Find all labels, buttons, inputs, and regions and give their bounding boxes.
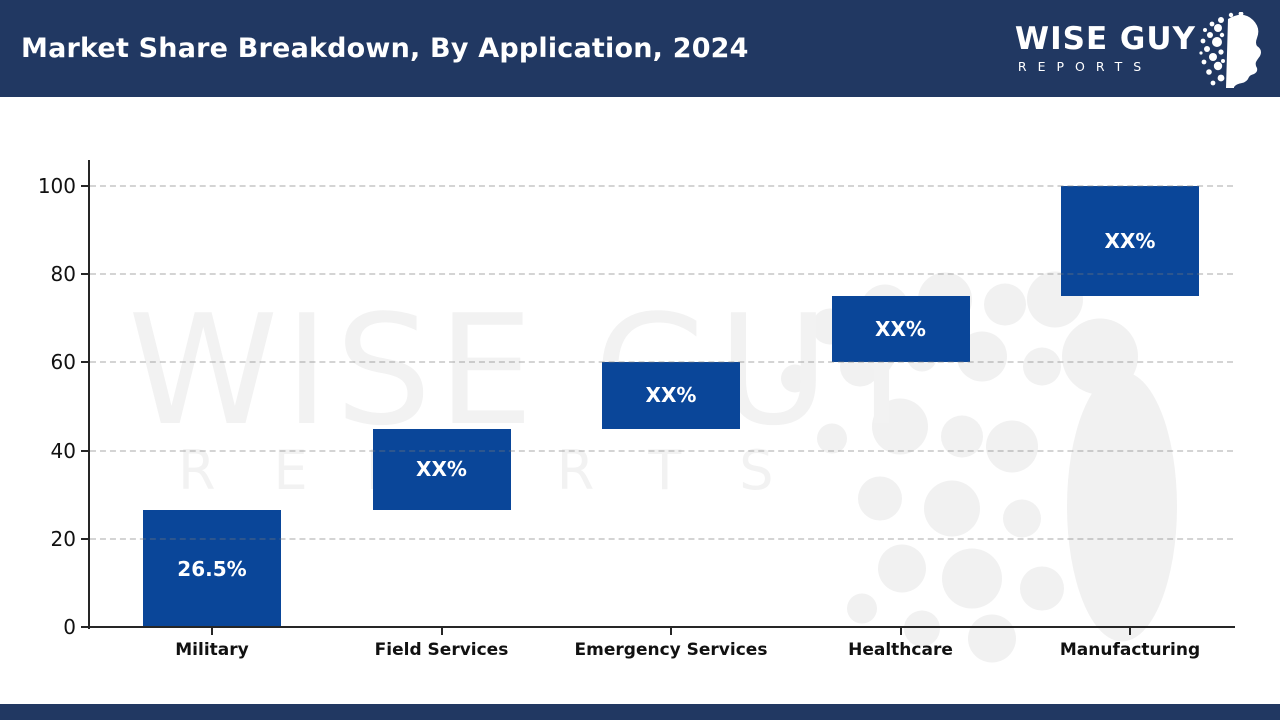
y-tick-label: 60 [50,350,76,375]
gridline [90,537,1233,540]
y-tick-mark [81,626,89,628]
bar-segment: XX% [602,362,740,429]
bar-segment: XX% [1061,186,1199,297]
y-tick-label: 80 [50,262,76,287]
y-tick-label: 100 [37,174,76,198]
bar-value-label: 26.5% [177,556,247,581]
y-tick-mark [81,185,89,187]
y-tick-mark [81,537,89,540]
chart-title: Market Share Breakdown, By Application, … [21,33,749,64]
y-tick-mark [81,361,89,364]
y-tick-mark [81,273,89,276]
wiseguy-head-icon [1199,12,1261,88]
x-category-label: Manufacturing [1059,640,1201,660]
gridline [90,273,1233,276]
x-tick-mark [899,628,902,635]
x-tick-mark [1129,628,1131,635]
bar-value-label: XX% [1104,229,1156,254]
x-axis-line [88,626,1235,628]
x-category-label: Emergency Services [574,640,768,660]
logo-reports-label: REPORTS [1017,59,1153,74]
y-tick-label: 40 [50,438,76,463]
x-category-label: Military [175,640,249,660]
footer-bar [0,704,1280,720]
bar-segment: 26.5% [143,510,281,627]
x-category-label: Healthcare [848,640,953,660]
x-category-label: Field Services [374,640,509,660]
bar-segment: XX% [831,296,970,363]
x-tick-mark [211,628,213,635]
chart-area: WISE GUY REPORTS 02040608010026.5%Milita… [0,97,1280,704]
wiseguy-logo-text: WISE GUY REPORTS [1015,24,1196,74]
x-tick-mark [440,628,443,635]
bar-segment: XX% [372,428,511,511]
bar-value-label: XX% [645,383,697,408]
bar-value-label: XX% [875,317,926,342]
y-tick-label: 0 [63,615,76,639]
gridline [90,361,1233,364]
wiseguy-logo: WISE GUY REPORTS [1015,12,1264,88]
gridline [90,449,1233,452]
y-tick-label: 20 [50,526,76,551]
gridline [90,185,1233,187]
header-bar: Market Share Breakdown, By Application, … [0,0,1280,97]
bar-value-label: XX% [416,457,467,482]
watermark-wiseguy-text: WISE GUY [128,282,934,459]
x-tick-mark [670,628,672,635]
y-tick-mark [81,449,89,452]
y-axis-line [88,160,90,629]
logo-wiseguy-label: WISE GUY [1014,21,1196,57]
